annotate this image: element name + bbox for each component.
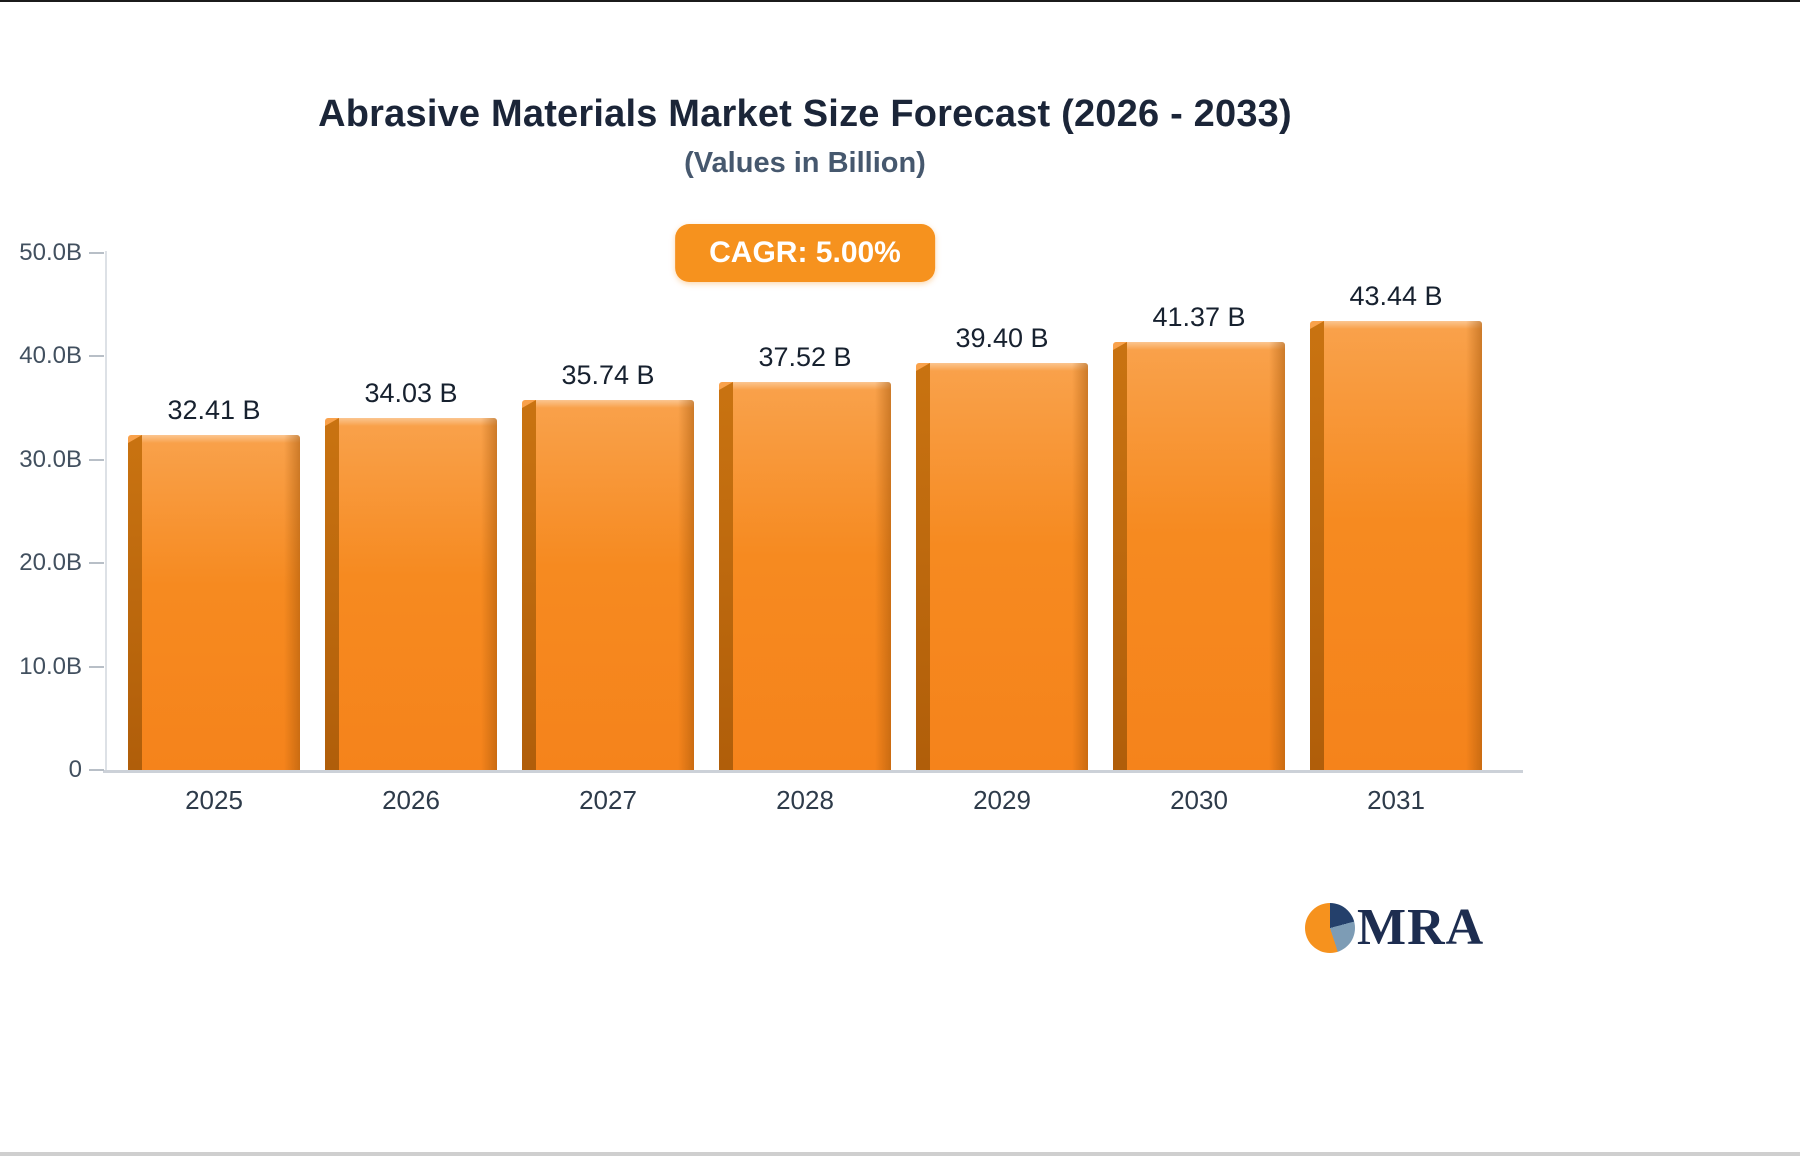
x-axis-label: 2027: [579, 785, 637, 815]
cagr-badge: CAGR: 5.00%: [675, 224, 935, 282]
bar-value-label: 34.03 B: [364, 378, 458, 408]
y-tick-mark: [89, 562, 104, 565]
bar-right-shade: [481, 418, 497, 770]
y-axis-label: 50.0B: [19, 239, 82, 266]
bar-top-bevel: [1324, 321, 1482, 329]
chart-title: Abrasive Materials Market Size Forecast …: [318, 93, 1292, 135]
bar-left-face: [522, 400, 536, 770]
y-axis-label: 0: [68, 756, 82, 783]
y-axis-label: 30.0B: [19, 445, 82, 473]
x-axis-label: 2028: [776, 785, 834, 815]
bar-right-shade: [1072, 363, 1088, 770]
x-axis-label: 2026: [382, 785, 440, 815]
bar-top-bevel: [536, 400, 694, 408]
bar-left-face: [916, 363, 930, 770]
y-axis-line: [105, 251, 107, 772]
y-axis-label: 20.0B: [19, 549, 82, 577]
bar: [128, 435, 300, 770]
bar: [1310, 321, 1482, 770]
bar: [325, 418, 497, 770]
bar-left-face: [128, 435, 142, 770]
bottom-border: [0, 1152, 1800, 1156]
bar-value-label: 43.44 B: [1349, 281, 1443, 311]
bar-value-label: 32.41 B: [167, 395, 261, 425]
bar: [1113, 342, 1285, 770]
bar-right-shade: [1269, 342, 1285, 770]
bar-left-face: [1310, 321, 1324, 770]
bar-top-bevel: [930, 363, 1088, 371]
bar: [522, 400, 694, 770]
bar-value-label: 35.74 B: [561, 360, 655, 390]
y-tick-mark: [89, 355, 104, 358]
bar-left-face: [1113, 342, 1127, 770]
bar: [916, 363, 1088, 770]
x-axis-line: [103, 770, 1523, 773]
bar: [719, 382, 891, 770]
bar-left-face: [325, 418, 339, 770]
bar-left-face: [719, 382, 733, 770]
bar-right-shade: [875, 382, 891, 770]
bar-top-bevel: [1127, 342, 1285, 350]
bar-value-label: 37.52 B: [758, 342, 852, 372]
bar-top-bevel: [733, 382, 891, 390]
bar-value-label: 41.37 B: [1152, 302, 1246, 332]
logo: MRA: [1305, 899, 1485, 956]
bar-top-bevel: [142, 435, 300, 443]
top-border: [0, 0, 1800, 2]
bar-right-shade: [284, 435, 300, 770]
y-tick-mark: [89, 665, 104, 668]
y-tick-mark: [89, 252, 104, 254]
pie-logo-icon: [1305, 903, 1355, 953]
bar-top-bevel: [339, 418, 497, 426]
y-axis-label: 40.0B: [19, 342, 82, 370]
chart-subtitle: (Values in Billion): [684, 147, 926, 179]
x-axis-label: 2031: [1367, 785, 1425, 815]
y-tick-mark: [89, 458, 104, 461]
y-axis-label: 10.0B: [19, 652, 82, 680]
logo-text: MRA: [1357, 899, 1485, 956]
y-tick-mark: [89, 769, 104, 771]
bar-right-shade: [1466, 321, 1482, 770]
x-axis-label: 2030: [1170, 785, 1228, 815]
bar-right-shade: [678, 400, 694, 770]
x-axis-label: 2025: [185, 785, 243, 815]
x-axis-label: 2029: [973, 785, 1031, 815]
bar-value-label: 39.40 B: [955, 323, 1049, 353]
